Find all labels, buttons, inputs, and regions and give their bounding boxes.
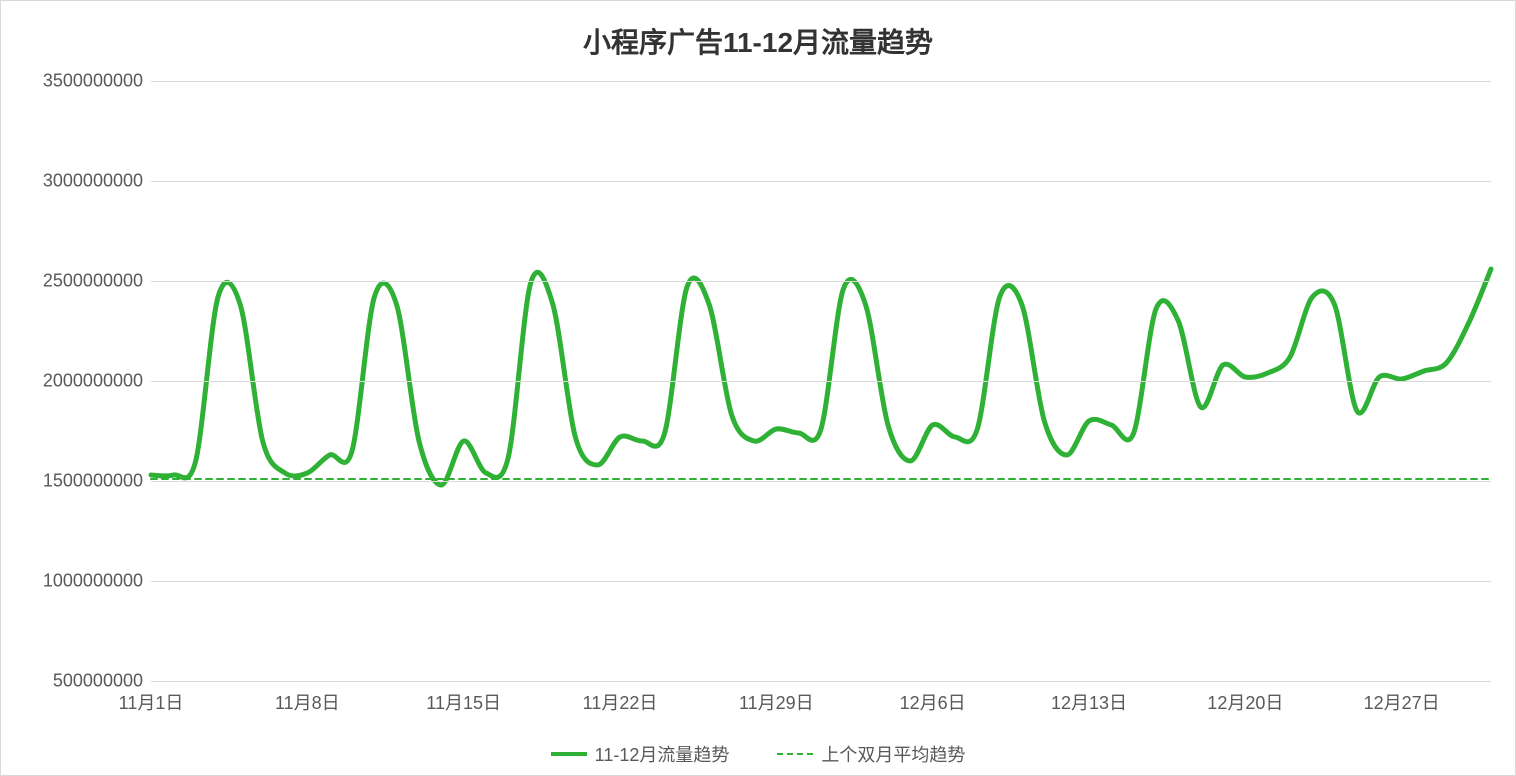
x-tick-label: 11月29日: [739, 681, 814, 715]
gridline: [151, 81, 1491, 82]
y-tick-label: 2500000000: [43, 271, 151, 292]
legend-swatch: [777, 753, 813, 755]
series-line-main: [151, 269, 1491, 485]
legend-item: 上个双月平均趋势: [777, 741, 965, 767]
x-tick-label: 11月1日: [119, 681, 184, 715]
legend-swatch: [551, 752, 587, 756]
x-tick-label: 12月20日: [1207, 681, 1283, 715]
plot-area: 5000000001000000000150000000020000000002…: [151, 81, 1491, 681]
x-tick-label: 11月8日: [275, 681, 340, 715]
x-tick-label: 12月6日: [900, 681, 966, 715]
gridline: [151, 181, 1491, 182]
legend-item: 11-12月流量趋势: [551, 741, 730, 767]
legend-label: 11-12月流量趋势: [595, 741, 730, 767]
y-tick-label: 3000000000: [43, 171, 151, 192]
y-tick-label: 3500000000: [43, 71, 151, 92]
chart-title: 小程序广告11-12月流量趋势: [1, 21, 1515, 61]
y-tick-label: 1500000000: [43, 471, 151, 492]
gridline: [151, 581, 1491, 582]
legend: 11-12月流量趋势 上个双月平均趋势: [1, 741, 1515, 767]
y-tick-label: 2000000000: [43, 371, 151, 392]
x-tick-label: 12月13日: [1051, 681, 1127, 715]
y-tick-label: 1000000000: [43, 571, 151, 592]
x-tick-label: 11月22日: [583, 681, 658, 715]
gridline: [151, 681, 1491, 682]
legend-label: 上个双月平均趋势: [821, 741, 965, 767]
gridline: [151, 281, 1491, 282]
gridline: [151, 481, 1491, 482]
chart-container: 小程序广告11-12月流量趋势 500000000100000000015000…: [0, 0, 1516, 776]
gridline: [151, 381, 1491, 382]
x-tick-label: 12月27日: [1364, 681, 1440, 715]
x-tick-label: 11月15日: [426, 681, 501, 715]
